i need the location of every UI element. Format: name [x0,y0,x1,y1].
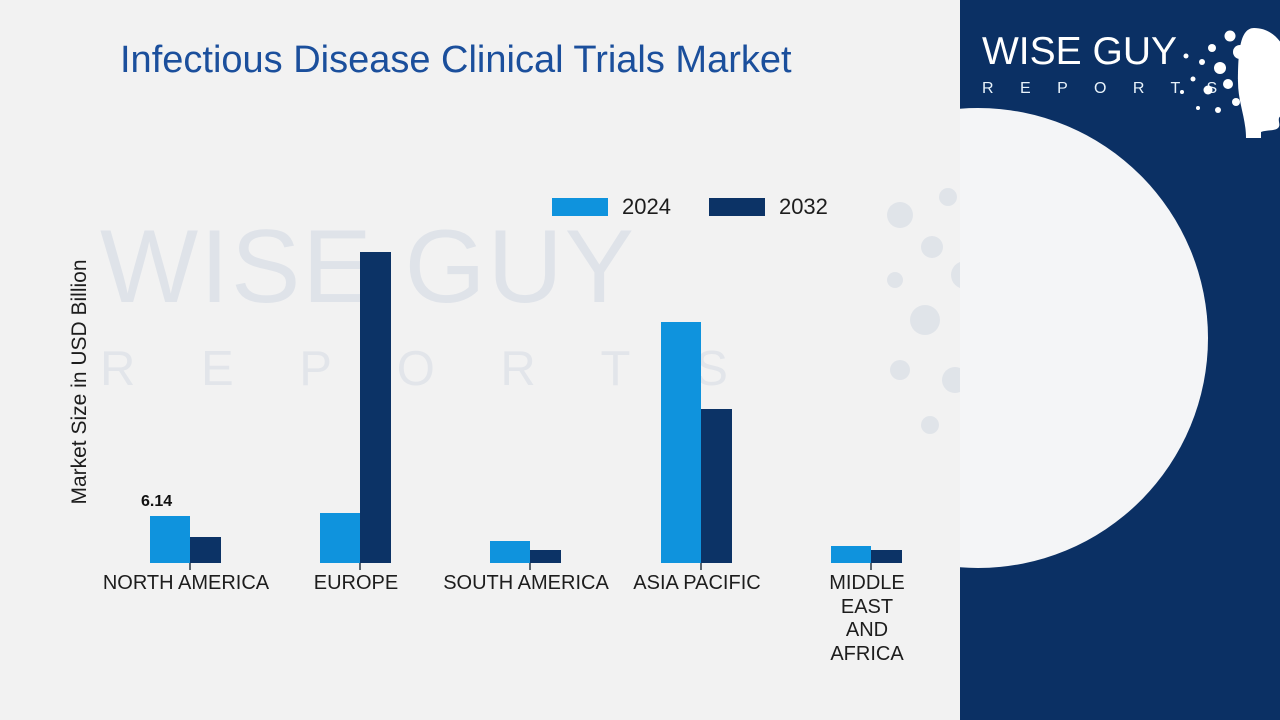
category-label-europe: EUROPE [313,572,399,594]
category-label-south-america: SOUTH AMERICA [443,572,609,594]
value-label-north-america-2024: 6.14 [141,493,173,510]
plot-area: 6.14 NORTH AMERICA EUROPE SOUTH AMERICA [102,252,905,665]
axis-tick [700,563,702,570]
brand-logo-sub-text: R E P O R T S [982,80,1229,97]
axis-tick [359,563,361,570]
bar-europe-2032[interactable] [360,252,391,563]
axis-tick [189,563,191,570]
category-label-asia-pacific: ASIA PACIFIC [633,572,761,594]
brand-logo-main-text: WISE GUY [982,30,1178,73]
axis-tick [529,563,531,570]
legend-label-2032: 2032 [778,194,828,219]
bar-asia-pacific-2024[interactable] [661,322,701,563]
brand-logo: WISE GUY R E P O R T S [982,28,1280,138]
category-label-middle-east-and-africa: MIDDLE EAST AND AFRICA [829,572,905,665]
head-profile-dots-icon [1180,28,1280,138]
chart-panel: WISE GUY R E P O R T S Inf [68,39,960,665]
legend-swatch-2032 [708,198,765,216]
chart-legend: 2024 2032 [552,194,828,220]
legend-swatch-2024 [552,198,608,216]
bar-middle-east-and-africa-2032[interactable] [871,550,902,563]
bar-asia-pacific-2032[interactable] [701,409,732,563]
bar-europe-2024[interactable] [320,513,360,563]
bar-south-america-2024[interactable] [490,541,530,563]
category-label-north-america: NORTH AMERICA [102,572,270,594]
page-title: Infectious Disease Clinical Trials Marke… [120,39,792,81]
bar-middle-east-and-africa-2024[interactable] [831,546,871,563]
bar-north-america-2032[interactable] [190,537,221,563]
bar-south-america-2032[interactable] [530,550,561,563]
brand-panel: WISE GUY R E P O R T S [960,0,1280,720]
legend-label-2024: 2024 [622,194,671,219]
legend-item-2024[interactable]: 2024 [552,194,671,220]
legend-item-2032[interactable]: 2032 [708,194,828,220]
bar-north-america-2024[interactable] [150,516,190,563]
axis-tick [870,563,872,570]
